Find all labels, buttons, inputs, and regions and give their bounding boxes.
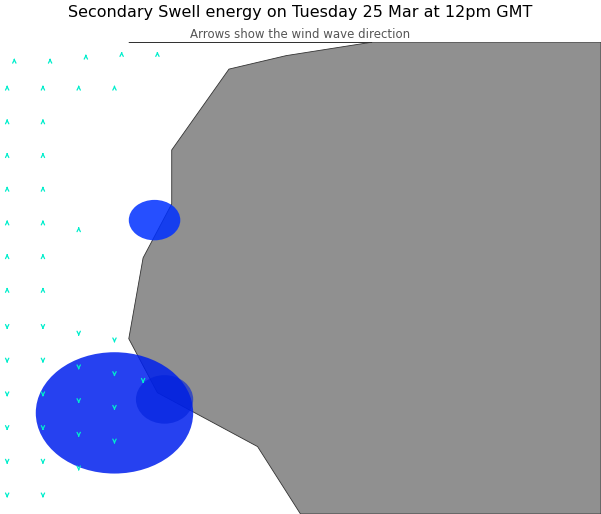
Ellipse shape xyxy=(136,375,193,424)
Text: Secondary Swell energy on Tuesday 25 Mar at 12pm GMT: Secondary Swell energy on Tuesday 25 Mar… xyxy=(69,5,532,20)
Ellipse shape xyxy=(129,200,180,241)
Ellipse shape xyxy=(36,352,193,473)
Text: Arrows show the wind wave direction: Arrows show the wind wave direction xyxy=(191,28,410,41)
Polygon shape xyxy=(129,42,601,514)
